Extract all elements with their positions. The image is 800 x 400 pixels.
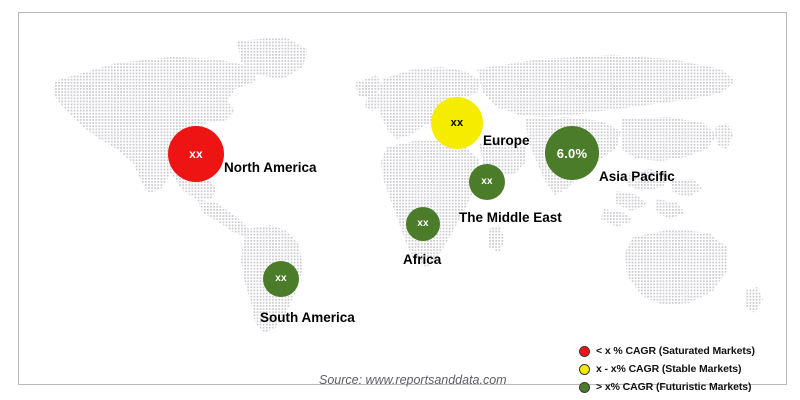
bubble-south-america[interactable]: xx bbox=[263, 261, 299, 297]
source-note: Source: www.reportsanddata.com bbox=[319, 373, 507, 387]
world-map bbox=[19, 13, 788, 386]
legend-label: < x % CAGR (Saturated Markets) bbox=[596, 345, 755, 357]
world-map-dots bbox=[21, 23, 786, 353]
legend-label: x - x% CAGR (Stable Markets) bbox=[596, 363, 742, 375]
legend-item: < x % CAGR (Saturated Markets) bbox=[579, 343, 784, 359]
bubble-value: xx bbox=[417, 218, 429, 229]
bubble-value: xx bbox=[275, 273, 287, 284]
region-label-asia-pacific: Asia Pacific bbox=[599, 169, 675, 184]
region-label-africa: Africa bbox=[403, 252, 442, 267]
bubble-value: xx bbox=[189, 147, 203, 161]
bubble-value: 6.0% bbox=[556, 145, 588, 161]
bubble-asia-pacific[interactable]: 6.0% bbox=[545, 126, 599, 180]
bubble-the-middle-east[interactable]: xx bbox=[469, 164, 505, 200]
bubble-north-america[interactable]: xx bbox=[168, 126, 224, 182]
bubble-value: xx bbox=[450, 116, 464, 129]
region-label-south-america: South America bbox=[260, 310, 355, 325]
legend-item: x - x% CAGR (Stable Markets) bbox=[579, 361, 784, 377]
bubble-value: xx bbox=[481, 176, 493, 187]
figure-frame: xx North America xx Europe 6.0% Asia Pacific x… bbox=[18, 12, 788, 393]
bubble-africa[interactable]: xx bbox=[406, 207, 440, 241]
bubble-europe[interactable]: xx bbox=[431, 97, 483, 149]
legend-color-swatch bbox=[579, 363, 590, 375]
legend-color-swatch bbox=[579, 381, 590, 393]
region-label-europe: Europe bbox=[483, 133, 530, 148]
legend-color-swatch bbox=[579, 345, 590, 357]
region-label-the-middle-east: The Middle East bbox=[459, 210, 562, 225]
legend: < x % CAGR (Saturated Markets) x - x% CAG… bbox=[579, 343, 784, 397]
region-label-north-america: North America bbox=[224, 160, 317, 175]
legend-label: > x% CAGR (Futuristic Markets) bbox=[596, 381, 752, 393]
legend-item: > x% CAGR (Futuristic Markets) bbox=[579, 379, 784, 395]
